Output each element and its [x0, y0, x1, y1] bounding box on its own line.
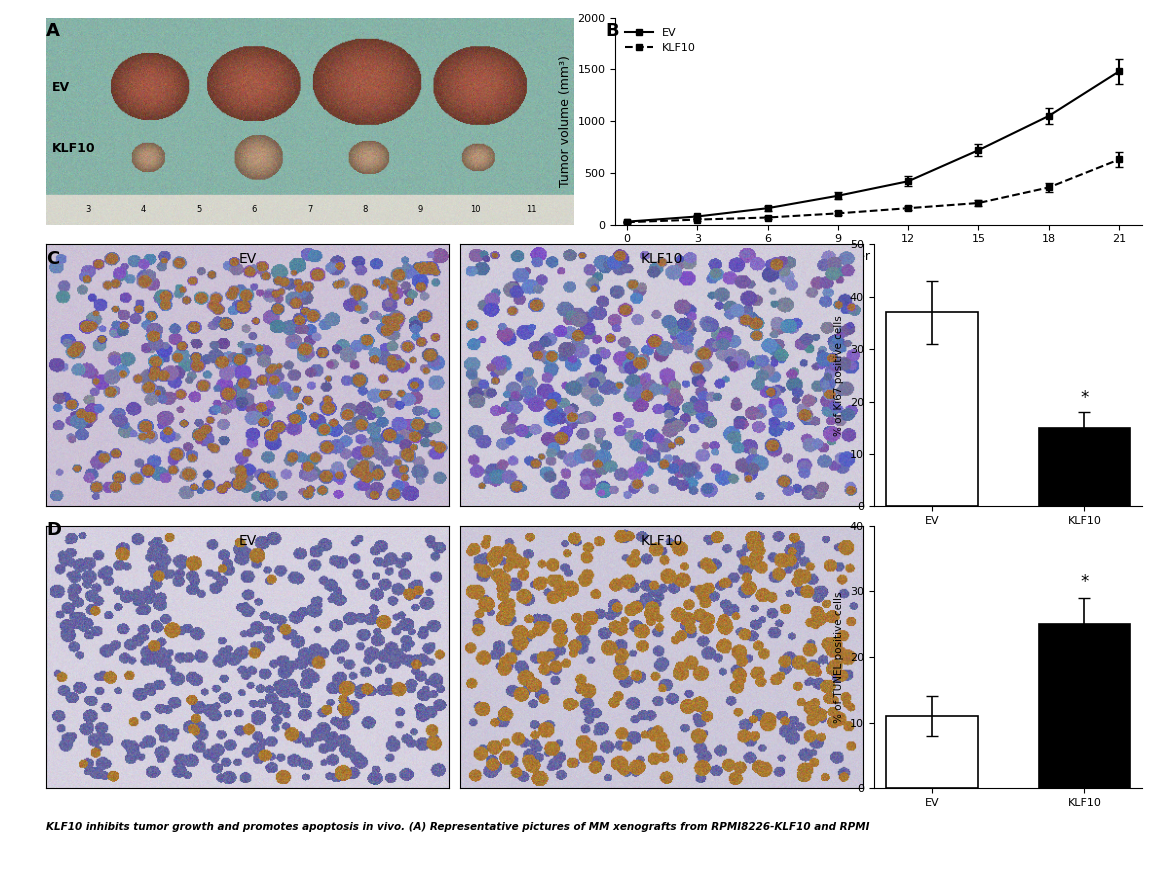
Text: KLF10: KLF10 — [52, 142, 95, 154]
Text: 6: 6 — [252, 205, 257, 215]
Text: KLF10: KLF10 — [640, 533, 683, 548]
Text: EV: EV — [239, 252, 257, 266]
Text: 5: 5 — [196, 205, 202, 215]
Y-axis label: Tumor volume (mm³): Tumor volume (mm³) — [559, 55, 572, 187]
Text: 7: 7 — [307, 205, 313, 215]
Bar — [1039, 625, 1130, 788]
Text: 10: 10 — [471, 205, 481, 215]
Text: *: * — [1080, 389, 1088, 406]
Bar — [886, 313, 977, 506]
Text: 9: 9 — [418, 205, 424, 215]
Text: 3: 3 — [85, 205, 91, 215]
Bar — [1039, 427, 1130, 506]
Text: C: C — [46, 250, 59, 268]
Text: KLF10 inhibits tumor growth and promotes apoptosis in vivo. (A) Representative p: KLF10 inhibits tumor growth and promotes… — [46, 822, 870, 831]
Text: KLF10: KLF10 — [640, 252, 683, 266]
Text: 4: 4 — [141, 205, 147, 215]
Text: EV: EV — [52, 81, 69, 95]
Text: 11: 11 — [526, 205, 537, 215]
Text: 8: 8 — [362, 205, 368, 215]
Bar — [886, 716, 977, 788]
X-axis label: Days after implantation: Days after implantation — [804, 250, 953, 263]
Legend: EV, KLF10: EV, KLF10 — [621, 23, 700, 58]
Text: A: A — [46, 22, 60, 40]
Text: B: B — [606, 22, 620, 40]
Y-axis label: % of Ki67 positive cells: % of Ki67 positive cells — [834, 315, 845, 435]
Text: EV: EV — [239, 533, 257, 548]
Text: *: * — [1080, 574, 1088, 591]
Y-axis label: % of TUNEL positive cells: % of TUNEL positive cells — [834, 591, 845, 723]
Text: D: D — [46, 521, 61, 540]
